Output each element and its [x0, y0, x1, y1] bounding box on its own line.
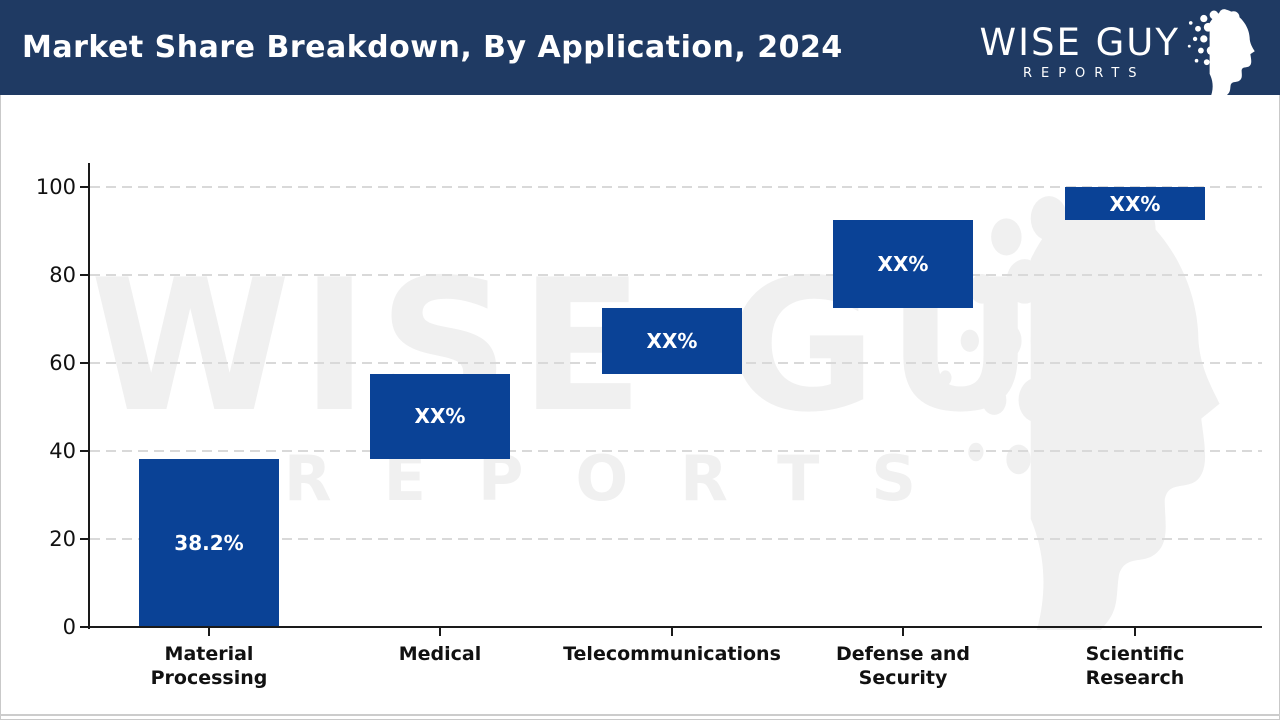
xtick-mark-3: [902, 628, 904, 636]
wiseguy-logo-text: WISE GUY REPORTS: [979, 21, 1180, 82]
page-title: Market Share Breakdown, By Application, …: [22, 30, 843, 65]
category-label-line: Medical: [398, 643, 482, 665]
wiseguy-logo-brand: WISE GUY: [979, 21, 1180, 64]
bar-value-label: XX%: [877, 252, 929, 276]
bar-value-label: 38.2%: [174, 530, 244, 555]
category-label-line: Security: [858, 667, 948, 689]
bar-medical: XX%: [370, 374, 510, 459]
y-axis-spine: [88, 163, 90, 629]
bottom-divider: [0, 714, 1280, 716]
ytick-label-20: 20: [49, 527, 76, 551]
bar-value-label: XX%: [646, 329, 698, 353]
category-label-line: Research: [1085, 667, 1185, 689]
bar-material-processing: 38.2%: [139, 458, 279, 627]
category-label-1: Medical: [310, 642, 570, 666]
category-label-line: Processing: [150, 667, 268, 689]
ytick-mark-60: [80, 362, 88, 364]
wiseguy-face-icon: [1187, 9, 1255, 96]
category-label-line: Material: [164, 643, 254, 665]
xtick-mark-2: [671, 628, 673, 636]
ytick-mark-80: [80, 274, 88, 276]
bar-defense-and-security: XX%: [833, 220, 973, 308]
bar-value-label: XX%: [414, 404, 466, 429]
bar-telecommunications: XX%: [602, 308, 742, 374]
category-label-4: Scientific Research: [1005, 642, 1265, 690]
gridline-y100: [90, 186, 1262, 188]
ytick-mark-20: [80, 538, 88, 540]
category-label-0: Material Processing: [79, 642, 339, 690]
ytick-mark-40: [80, 450, 88, 452]
category-label-3: Defense and Security: [773, 642, 1033, 690]
category-label-2: Telecommunications: [542, 642, 802, 666]
bar-scientific-research: XX%: [1065, 187, 1205, 220]
gridline-y20: [90, 538, 1262, 540]
category-label-line: Scientific: [1085, 643, 1185, 665]
xtick-mark-4: [1134, 628, 1136, 636]
ytick-label-100: 100: [35, 175, 76, 199]
ytick-label-40: 40: [49, 439, 76, 463]
gridline-y40: [90, 450, 1262, 452]
gridline-y80: [90, 274, 1262, 276]
category-label-line: Telecommunications: [563, 643, 781, 665]
x-axis-spine: [88, 626, 1262, 628]
xtick-mark-1: [439, 628, 441, 636]
header: Market Share Breakdown, By Application, …: [0, 0, 1280, 96]
wiseguy-logo-sub: REPORTS: [1022, 66, 1146, 81]
ytick-mark-100: [80, 186, 88, 188]
ytick-mark-0: [80, 626, 88, 628]
xtick-mark-0: [208, 628, 210, 636]
ytick-label-0: 0: [62, 615, 76, 639]
ytick-label-80: 80: [49, 263, 76, 287]
bar-value-label: XX%: [1109, 191, 1161, 216]
ytick-label-60: 60: [49, 351, 76, 375]
category-label-line: Defense and: [835, 643, 971, 665]
wiseguy-logo: WISE GUY REPORTS: [980, 8, 1262, 96]
